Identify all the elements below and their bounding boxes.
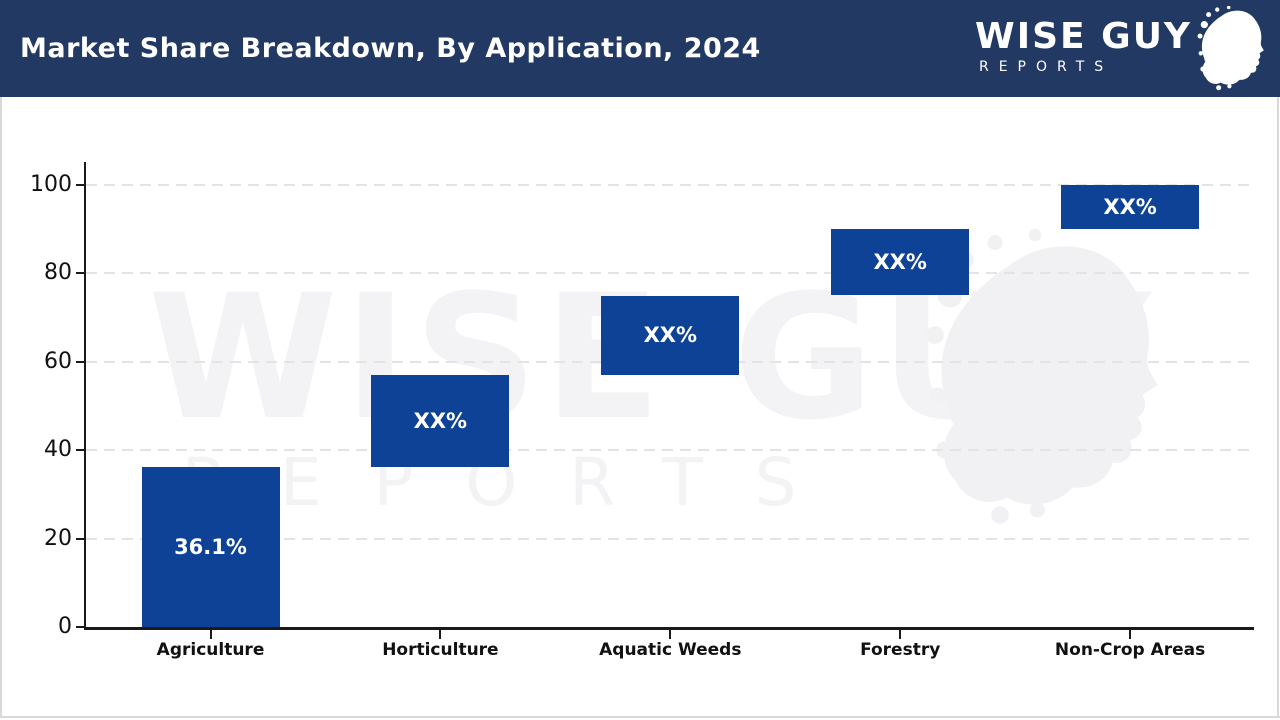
y-tick-label-80: 80 — [44, 260, 72, 286]
y-tick-label-20: 20 — [44, 525, 72, 551]
bar-label-0: 36.1% — [174, 535, 247, 560]
y-tick-0 — [76, 626, 84, 628]
x-tick-label-1: Horticulture — [382, 640, 499, 660]
x-tick-label-3: Forestry — [860, 640, 941, 660]
y-axis-line — [84, 162, 86, 629]
bar-label-2: XX% — [643, 323, 698, 348]
x-tick-label-2: Aquatic Weeds — [599, 640, 742, 660]
bar-label-3: XX% — [873, 250, 927, 275]
bar-horticulture — [371, 375, 510, 468]
x-tick-0 — [209, 630, 212, 639]
gridline-100 — [86, 184, 1254, 186]
y-tick-label-60: 60 — [44, 348, 72, 374]
content-border-left — [0, 97, 2, 718]
bar-label-1: XX% — [413, 409, 468, 434]
x-tick-3 — [899, 630, 902, 639]
brand-logo-text-line1: WISE GUY — [974, 16, 1192, 57]
y-tick-label-0: 0 — [58, 614, 72, 639]
content-border-right — [1277, 97, 1279, 718]
bar-forestry — [831, 229, 970, 296]
page-title: Market Share Breakdown, By Application, … — [20, 33, 761, 64]
header-band: Market Share Breakdown, By Application, … — [0, 0, 1280, 97]
gridline-20 — [86, 537, 1254, 540]
y-tick-label-100: 100 — [30, 172, 72, 197]
gridline-80 — [86, 272, 1254, 275]
x-tick-label-0: Agriculture — [156, 640, 265, 660]
y-tick-20 — [76, 537, 84, 540]
y-tick-100 — [76, 184, 84, 186]
y-tick-label-40: 40 — [44, 437, 72, 463]
y-tick-80 — [76, 272, 84, 275]
content-border-bottom — [0, 716, 1280, 718]
bar-label-4: XX% — [1103, 195, 1157, 220]
brand-head-icon — [1194, 5, 1272, 96]
bar-non-crop-areas — [1061, 185, 1200, 230]
brand-logo: WISE GUY REPORTS — [974, 16, 1192, 76]
x-tick-label-4: Non-Crop Areas — [1054, 640, 1206, 660]
y-tick-60 — [76, 360, 84, 363]
x-tick-2 — [669, 630, 672, 639]
x-axis-line — [84, 627, 1254, 630]
x-tick-4 — [1129, 630, 1132, 639]
gridline-40 — [86, 449, 1254, 452]
x-tick-1 — [439, 630, 442, 639]
bar-aquatic-weeds — [601, 295, 740, 376]
bar-agriculture — [141, 467, 280, 627]
y-tick-40 — [76, 449, 84, 452]
brand-logo-text-line2: REPORTS — [978, 59, 1114, 75]
